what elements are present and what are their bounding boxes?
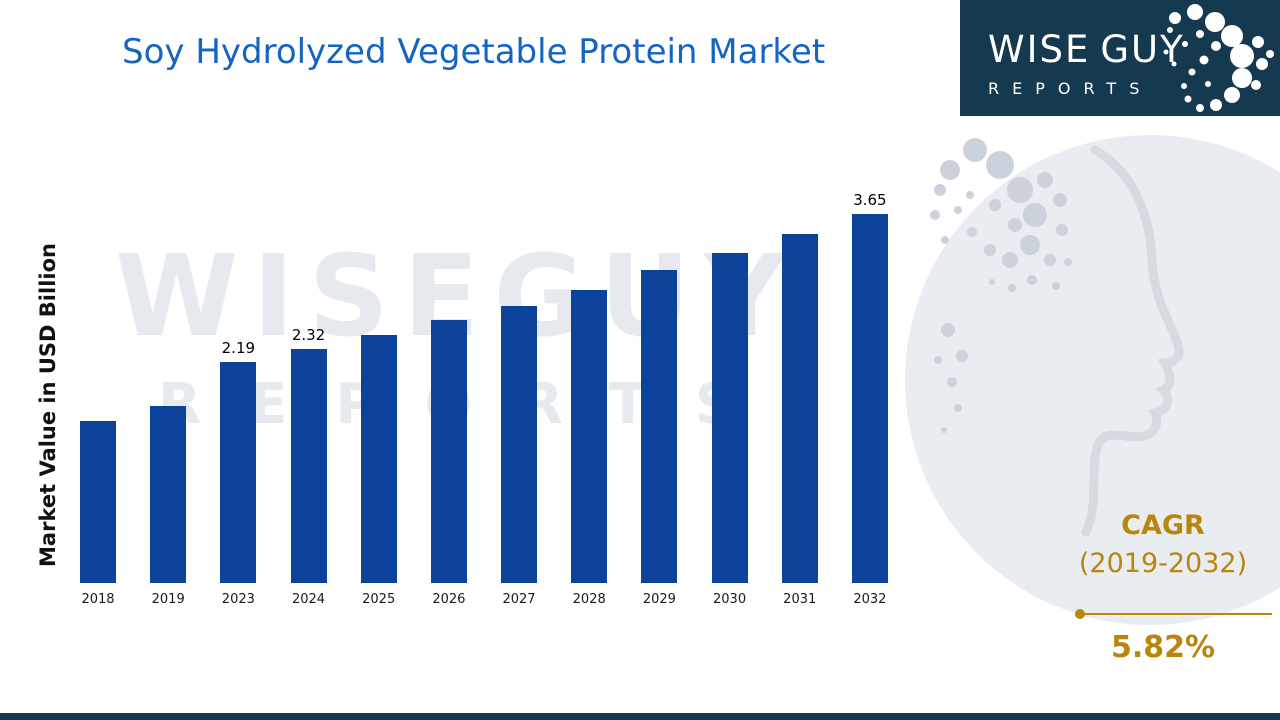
bar-group: 2028 (567, 160, 611, 607)
bar (430, 320, 467, 583)
brand-face-dots-icon (1163, 4, 1274, 112)
y-axis-label: Market Value in USD Billion (36, 243, 60, 567)
face-profile-watermark-icon (1081, 145, 1184, 537)
cagr-label: CAGR (1121, 510, 1205, 541)
bar-group: 2026 (427, 160, 471, 607)
x-tick-label: 2028 (572, 592, 606, 607)
bar (501, 306, 538, 583)
bar-group: 2031 (778, 160, 822, 607)
bar (360, 334, 397, 583)
x-tick-label: 2032 (853, 592, 887, 607)
x-tick-label: 2024 (291, 592, 326, 607)
x-tick-label: 2023 (221, 592, 255, 607)
bar (781, 233, 818, 583)
bar (80, 421, 116, 583)
bar (641, 269, 678, 583)
cagr-divider-line (1075, 609, 1272, 619)
x-tick-label: 2025 (362, 592, 396, 607)
bar (150, 406, 187, 583)
x-tick-label: 2018 (81, 592, 115, 607)
brand-wordmark: WISE GUY REPORTS (988, 28, 1185, 98)
bar-group: 2.19 2023 (216, 160, 260, 607)
x-tick-label: 2026 (432, 592, 466, 607)
bar-group: 2018 (76, 160, 120, 607)
x-tick-label: 2029 (642, 592, 676, 607)
bar-value-label: 3.65 (853, 191, 887, 210)
brand-logo-block: WISE GUY REPORTS (960, 0, 1280, 116)
bar-group: 2030 (708, 160, 752, 607)
cagr-value: 5.82% (1110, 630, 1216, 665)
dot-cluster-watermark-icon (930, 138, 1072, 433)
bar (711, 252, 748, 583)
page-title: Soy Hydrolyzed Vegetable Protein Market (122, 32, 826, 72)
footer-accent-bar (0, 713, 1280, 720)
bar-group: 2.32 2024 (287, 160, 331, 607)
x-tick-label: 2030 (713, 592, 747, 607)
bar-value-label: 2.32 (291, 325, 326, 344)
bar-group: 2027 (497, 160, 541, 607)
bar-group: 3.65 2032 (848, 160, 892, 607)
bar (290, 348, 327, 583)
bar-group: 2019 (146, 160, 190, 607)
bar-chart: 2018 2019 2.19 2023 2.32 2024 2025 2026 2027 2028… (76, 160, 892, 607)
brand-name: WISE GUY (988, 28, 1185, 71)
brand-name-guy: GUY (1100, 28, 1185, 71)
bar (571, 290, 608, 583)
x-tick-label: 2019 (151, 592, 185, 607)
bar (851, 214, 888, 583)
brand-reports-label: REPORTS (988, 79, 1153, 98)
x-tick-label: 2031 (783, 592, 817, 607)
x-tick-label: 2027 (502, 592, 536, 607)
cagr-range: (2019-2032) (1078, 548, 1248, 579)
bar-group: 2029 (637, 160, 681, 607)
bar-group: 2025 (357, 160, 401, 607)
bar-value-label: 2.19 (221, 338, 256, 357)
bar (220, 361, 257, 583)
brand-name-wise: WISE (988, 28, 1091, 71)
